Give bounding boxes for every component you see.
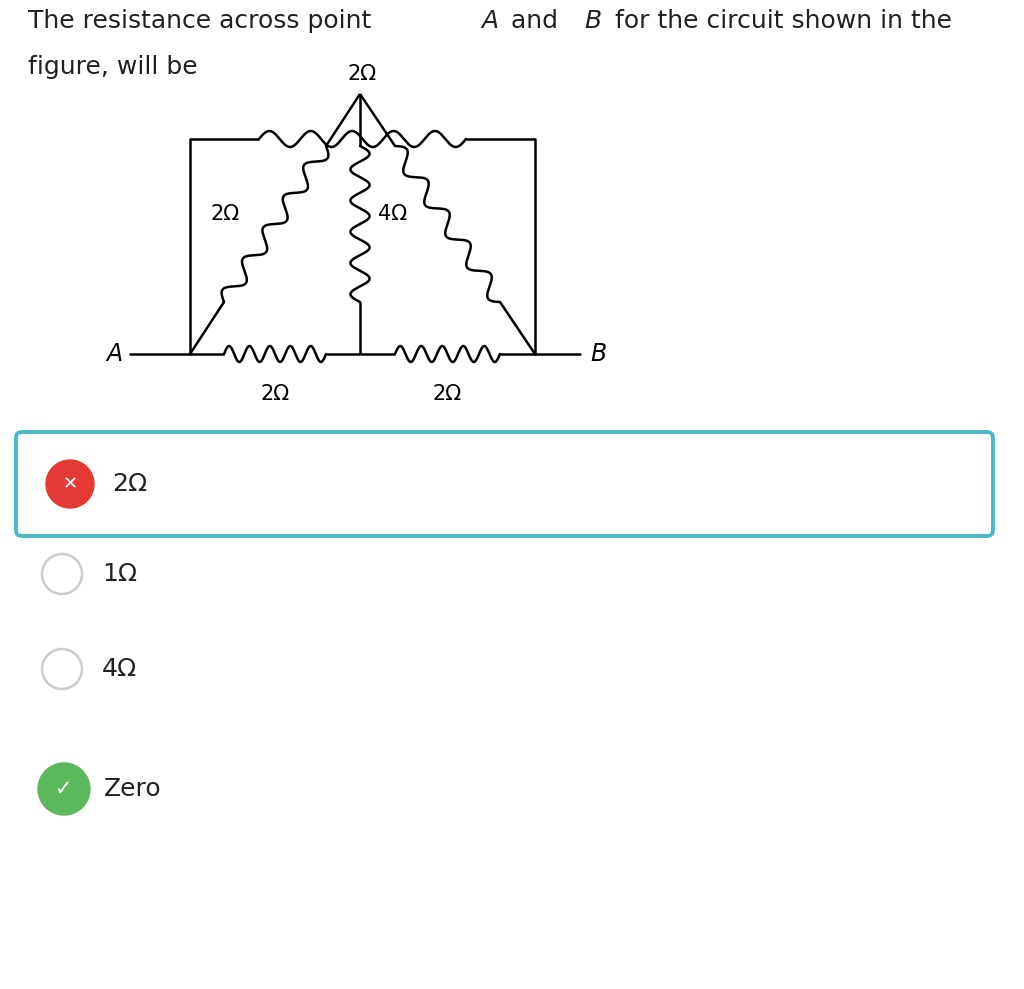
Text: B: B xyxy=(590,342,606,366)
Text: A: A xyxy=(105,342,122,366)
Text: 2Ω: 2Ω xyxy=(433,384,462,404)
Circle shape xyxy=(46,460,94,508)
Circle shape xyxy=(42,554,82,594)
Text: 2Ω: 2Ω xyxy=(260,384,290,404)
Text: Zero: Zero xyxy=(104,777,162,801)
Text: figure, will be: figure, will be xyxy=(28,55,198,79)
Text: 2Ω: 2Ω xyxy=(348,64,377,84)
FancyBboxPatch shape xyxy=(16,432,993,536)
Text: 1Ω: 1Ω xyxy=(102,562,137,586)
Text: B: B xyxy=(585,9,602,33)
Circle shape xyxy=(42,649,82,689)
Text: The resistance across point: The resistance across point xyxy=(28,9,379,33)
Text: 2Ω: 2Ω xyxy=(211,204,240,224)
Text: and: and xyxy=(504,9,566,33)
Text: ✓: ✓ xyxy=(55,779,73,799)
Text: 4Ω: 4Ω xyxy=(378,204,408,224)
Text: for the circuit shown in the: for the circuit shown in the xyxy=(606,9,951,33)
Text: A: A xyxy=(481,9,499,33)
Circle shape xyxy=(38,763,90,815)
Text: ✕: ✕ xyxy=(62,475,78,493)
Text: 4Ω: 4Ω xyxy=(102,657,137,681)
Text: 2Ω: 2Ω xyxy=(112,472,147,496)
